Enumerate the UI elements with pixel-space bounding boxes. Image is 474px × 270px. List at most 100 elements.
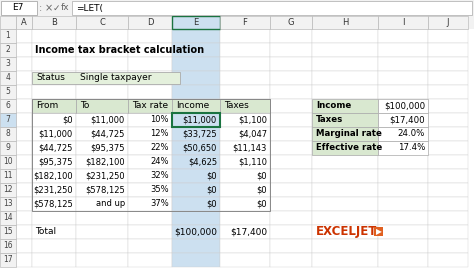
Bar	[312, 57, 378, 71]
Text: Income: Income	[316, 102, 351, 110]
Bar	[312, 155, 378, 169]
Bar	[312, 197, 378, 211]
Bar	[0, 16, 16, 29]
Bar	[172, 239, 220, 253]
Text: $33,725: $33,725	[182, 130, 217, 139]
Bar	[378, 29, 428, 43]
Text: $0: $0	[63, 116, 73, 124]
Bar	[220, 253, 270, 267]
Bar	[172, 71, 220, 85]
Bar	[76, 43, 128, 57]
Text: F: F	[243, 18, 247, 27]
Bar	[172, 127, 220, 141]
Text: $1,100: $1,100	[238, 116, 267, 124]
Bar	[172, 253, 220, 267]
Bar	[32, 71, 76, 85]
Bar	[0, 141, 16, 155]
Bar	[378, 127, 428, 141]
Bar	[76, 211, 128, 225]
Bar	[378, 57, 428, 71]
Bar	[428, 169, 468, 183]
Text: $50,650: $50,650	[182, 143, 217, 153]
Bar	[128, 155, 172, 169]
Bar	[312, 99, 378, 113]
Bar	[312, 183, 378, 197]
Bar	[16, 71, 32, 85]
Text: 32%: 32%	[150, 171, 169, 181]
Bar	[172, 183, 220, 197]
Bar	[172, 57, 220, 71]
Bar	[32, 169, 76, 183]
Bar	[128, 43, 172, 57]
Bar	[76, 99, 128, 113]
Bar	[16, 29, 32, 43]
Bar	[128, 169, 172, 183]
Text: 17: 17	[3, 255, 13, 265]
Bar	[76, 183, 128, 197]
Bar	[312, 239, 378, 253]
Bar	[16, 197, 32, 211]
Bar	[32, 99, 76, 113]
Text: 6: 6	[6, 102, 10, 110]
Bar	[0, 29, 16, 43]
Bar	[72, 1, 472, 15]
Bar	[220, 141, 270, 155]
Bar	[220, 99, 270, 113]
Bar	[0, 211, 16, 225]
Text: $4,047: $4,047	[238, 130, 267, 139]
Bar	[270, 141, 312, 155]
Bar	[128, 57, 172, 71]
Bar	[312, 225, 378, 239]
Text: $100,000: $100,000	[174, 228, 217, 237]
Bar	[378, 113, 428, 127]
Bar	[128, 183, 172, 197]
Bar	[312, 99, 378, 113]
Bar	[428, 127, 468, 141]
Bar	[220, 85, 270, 99]
Bar	[76, 113, 128, 127]
Bar	[172, 169, 220, 183]
Bar	[76, 239, 128, 253]
Bar	[32, 99, 270, 113]
Bar	[172, 155, 220, 169]
Bar	[220, 155, 270, 169]
Bar	[172, 155, 220, 169]
Bar	[312, 127, 378, 141]
Bar	[220, 113, 270, 127]
Bar	[378, 169, 428, 183]
Bar	[428, 71, 468, 85]
Text: 24.0%: 24.0%	[398, 130, 425, 139]
Bar	[0, 183, 16, 197]
Bar	[76, 197, 128, 211]
Bar	[76, 253, 128, 267]
Text: $182,100: $182,100	[85, 157, 125, 167]
Bar	[32, 57, 76, 71]
Bar	[312, 127, 378, 141]
Bar	[76, 127, 128, 141]
Bar	[270, 197, 312, 211]
Bar	[76, 197, 128, 211]
Bar	[270, 127, 312, 141]
Bar	[378, 113, 428, 127]
Text: $44,725: $44,725	[38, 143, 73, 153]
Text: 35%: 35%	[150, 185, 169, 194]
Bar	[128, 169, 172, 183]
Bar	[270, 113, 312, 127]
Bar	[16, 57, 32, 71]
Bar	[0, 127, 16, 141]
Text: A: A	[21, 18, 27, 27]
Text: E7: E7	[12, 4, 24, 12]
Bar	[312, 71, 378, 85]
Bar	[312, 85, 378, 99]
Text: $0: $0	[256, 171, 267, 181]
Text: 11: 11	[3, 171, 13, 181]
Text: To: To	[80, 102, 90, 110]
Bar	[312, 141, 378, 155]
Text: 9: 9	[6, 143, 10, 153]
Bar	[312, 113, 378, 127]
Bar	[172, 85, 220, 99]
Text: From: From	[36, 102, 58, 110]
Bar	[172, 113, 220, 127]
Bar	[172, 141, 220, 155]
Bar	[0, 197, 16, 211]
